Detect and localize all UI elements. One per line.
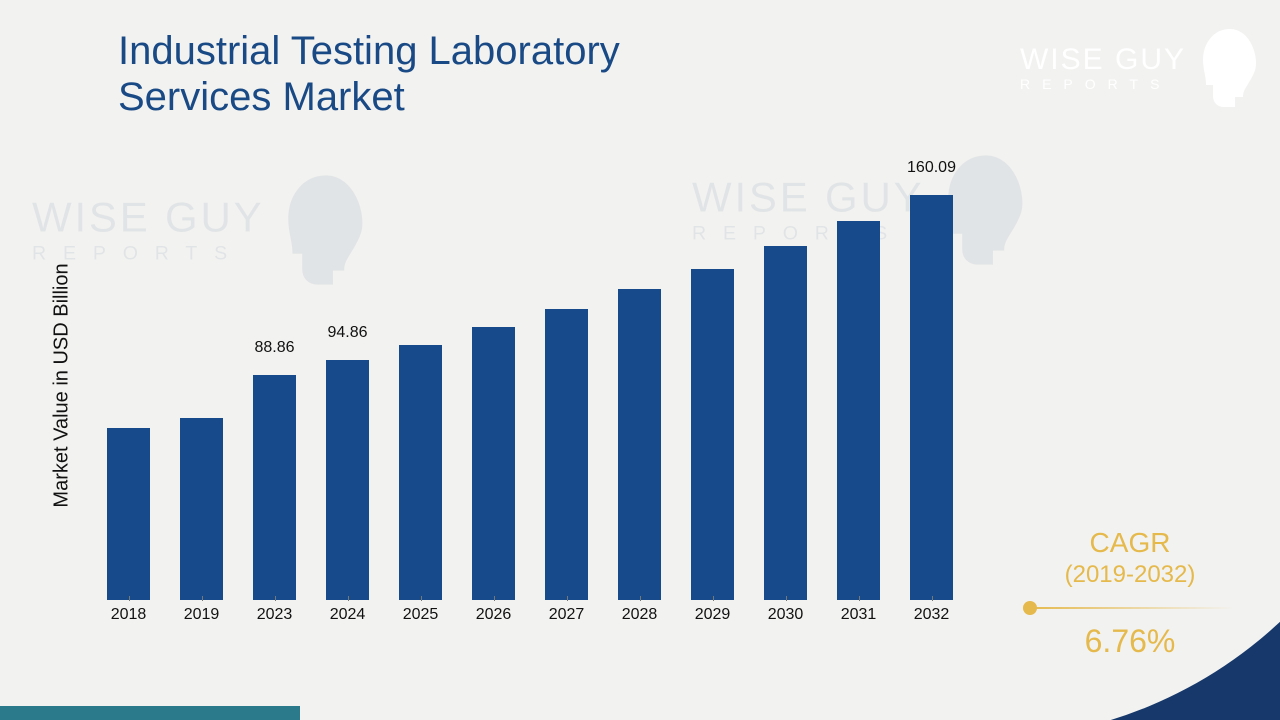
bottom-accent-bar: [0, 706, 300, 720]
bar-slot: [384, 170, 457, 600]
brand-logo: WISE GUY REPORTS: [1020, 28, 1260, 108]
bar-slot: [749, 170, 822, 600]
bar-value-label: 88.86: [254, 339, 294, 357]
bar: [545, 309, 587, 600]
cagr-range: (2019-2032): [1010, 561, 1250, 589]
bar-slot: [92, 170, 165, 600]
x-tick: 2029: [676, 600, 749, 640]
x-tick: 2028: [603, 600, 676, 640]
x-tick: 2024: [311, 600, 384, 640]
bar: [618, 289, 660, 600]
bar: [326, 360, 368, 600]
brand-head-icon: [1200, 28, 1260, 108]
y-axis-label-wrap: Market Value in USD Billion: [48, 170, 76, 600]
x-tick: 2018: [92, 600, 165, 640]
x-axis: 2018201920232024202520262027202820292030…: [92, 600, 968, 640]
brand-line2: REPORTS: [1020, 77, 1186, 91]
cagr-value: 6.76%: [1010, 623, 1250, 660]
bar-slot: [457, 170, 530, 600]
x-tick: 2032: [895, 600, 968, 640]
x-tick: 2019: [165, 600, 238, 640]
bar-chart: Market Value in USD Billion 88.86 94.86 16…: [48, 170, 968, 640]
bars-container: 88.86 94.86 160.09: [92, 170, 968, 600]
bar: [180, 418, 222, 600]
x-tick: 2030: [749, 600, 822, 640]
bar-value-label: 94.86: [327, 324, 367, 342]
bar-slot: 94.86: [311, 170, 384, 600]
bar: [399, 345, 441, 600]
x-tick: 2031: [822, 600, 895, 640]
bar: [691, 269, 733, 600]
chart-title: Industrial Testing Laboratory Services M…: [118, 28, 758, 120]
bar-slot: 160.09: [895, 170, 968, 600]
bar: [107, 428, 149, 600]
y-axis-label: Market Value in USD Billion: [51, 263, 74, 507]
bar: [910, 195, 952, 600]
bar: [837, 221, 879, 600]
x-tick: 2023: [238, 600, 311, 640]
cagr-separator: [1025, 607, 1235, 609]
brand-line1: WISE GUY: [1020, 45, 1186, 75]
plot-area: 88.86 94.86 160.09: [92, 170, 968, 600]
cagr-block: CAGR (2019-2032) 6.76%: [1010, 527, 1250, 660]
x-tick: 2027: [530, 600, 603, 640]
bar-slot: [530, 170, 603, 600]
bar: [253, 375, 295, 600]
bar-slot: [165, 170, 238, 600]
bar-slot: [603, 170, 676, 600]
x-tick: 2026: [457, 600, 530, 640]
bar-value-label: 160.09: [907, 159, 956, 177]
cagr-label: CAGR: [1010, 527, 1250, 559]
bar: [764, 246, 806, 600]
x-tick: 2025: [384, 600, 457, 640]
bar-slot: [822, 170, 895, 600]
bar-slot: 88.86: [238, 170, 311, 600]
bar-slot: [676, 170, 749, 600]
bar: [472, 327, 514, 600]
